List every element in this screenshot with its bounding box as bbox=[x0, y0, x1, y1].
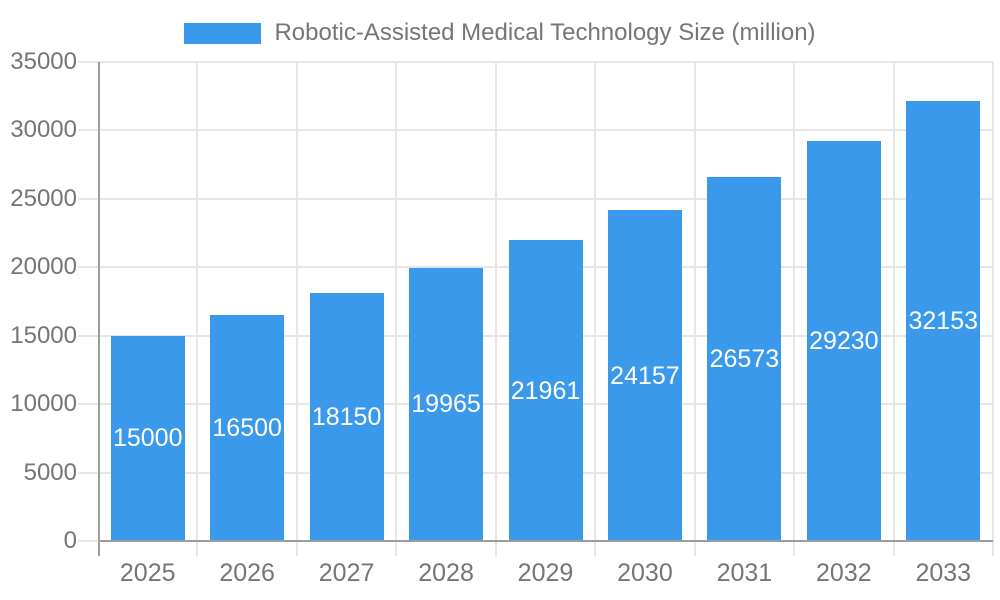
bar-2027[interactable]: 18150 bbox=[309, 292, 384, 541]
bar-value-label: 19965 bbox=[411, 390, 481, 419]
x-axis-tick-label: 2033 bbox=[915, 559, 972, 587]
bar-value-label: 32153 bbox=[908, 306, 979, 335]
bar-value-label: 21961 bbox=[510, 376, 581, 405]
y-axis-tick-mark bbox=[78, 61, 98, 63]
y-axis-tick-label: 25000 bbox=[10, 184, 77, 212]
x-axis-labels: 2025 2026 2027 2028 2029 2030 2031 2032 2033 bbox=[98, 558, 993, 592]
y-axis-tick-label: 20000 bbox=[10, 253, 77, 281]
y-axis-tick-mark bbox=[78, 403, 98, 406]
bar-2028[interactable]: 19965 bbox=[409, 267, 484, 541]
horizontal-gridline bbox=[98, 61, 993, 63]
bar-2025[interactable]: 15000 bbox=[110, 335, 185, 541]
y-axis-tick-label: 10000 bbox=[10, 390, 77, 418]
vertical-gridline bbox=[892, 62, 895, 556]
bar-2030[interactable]: 24157 bbox=[607, 210, 682, 541]
bar-value-label: 16500 bbox=[212, 414, 282, 443]
y-axis-tick-label: 30000 bbox=[10, 116, 77, 144]
bar-value-label: 26573 bbox=[709, 345, 780, 374]
y-axis-tick-mark bbox=[78, 129, 98, 132]
y-axis-tick-mark bbox=[78, 471, 98, 474]
y-axis-tick-mark bbox=[78, 197, 98, 200]
y-axis-tick-label: 5000 bbox=[23, 458, 77, 486]
vertical-gridline bbox=[793, 62, 796, 556]
x-axis-tick-label: 2032 bbox=[816, 559, 872, 587]
bar-2032[interactable]: 29230 bbox=[806, 140, 881, 541]
horizontal-gridline bbox=[98, 197, 993, 200]
bar-2026[interactable]: 16500 bbox=[210, 315, 285, 541]
plot-area: 15000 16500 18150 19965 21961 24157 26573 29230… bbox=[78, 61, 994, 556]
x-axis-tick-label: 2027 bbox=[318, 559, 375, 587]
vertical-gridline bbox=[295, 62, 298, 556]
x-axis-tick-label: 2025 bbox=[119, 559, 176, 587]
vertical-gridline bbox=[992, 62, 994, 556]
y-axis-tick-label: 0 bbox=[63, 527, 77, 554]
y-axis-tick-label: 35000 bbox=[10, 48, 77, 75]
x-axis-tick-label: 2026 bbox=[219, 559, 275, 587]
vertical-gridline bbox=[693, 62, 696, 556]
vertical-gridline bbox=[196, 62, 199, 556]
bar-value-label: 29230 bbox=[809, 326, 879, 355]
x-axis-tick-label: 2031 bbox=[716, 559, 773, 587]
vertical-gridline bbox=[494, 62, 497, 556]
horizontal-gridline bbox=[98, 129, 993, 132]
bar-2033[interactable]: 32153 bbox=[906, 100, 981, 541]
x-axis-line bbox=[98, 540, 993, 542]
x-axis-tick-label: 2028 bbox=[418, 559, 474, 587]
bar-value-label: 15000 bbox=[112, 424, 183, 453]
y-axis-tick-mark bbox=[78, 540, 98, 542]
legend-swatch bbox=[184, 22, 262, 44]
x-axis-tick-label: 2030 bbox=[617, 559, 673, 587]
y-axis-labels: 0 5000 10000 15000 20000 25000 30000 35000 bbox=[0, 49, 77, 554]
y-axis-tick-mark bbox=[78, 334, 98, 337]
bar-value-label: 24157 bbox=[610, 361, 680, 390]
y-axis-line bbox=[98, 62, 100, 556]
vertical-gridline bbox=[594, 62, 597, 556]
bar-2031[interactable]: 26573 bbox=[707, 177, 782, 541]
legend-label: Robotic-Assisted Medical Technology Size… bbox=[274, 19, 816, 46]
y-axis-tick-label: 15000 bbox=[10, 321, 77, 349]
legend[interactable]: Robotic-Assisted Medical Technology Size… bbox=[0, 19, 1000, 47]
bar-2029[interactable]: 21961 bbox=[508, 240, 583, 541]
y-axis-tick-mark bbox=[78, 266, 98, 269]
vertical-gridline bbox=[395, 62, 398, 556]
x-axis-tick-label: 2029 bbox=[517, 559, 574, 587]
bar-value-label: 18150 bbox=[311, 402, 382, 431]
